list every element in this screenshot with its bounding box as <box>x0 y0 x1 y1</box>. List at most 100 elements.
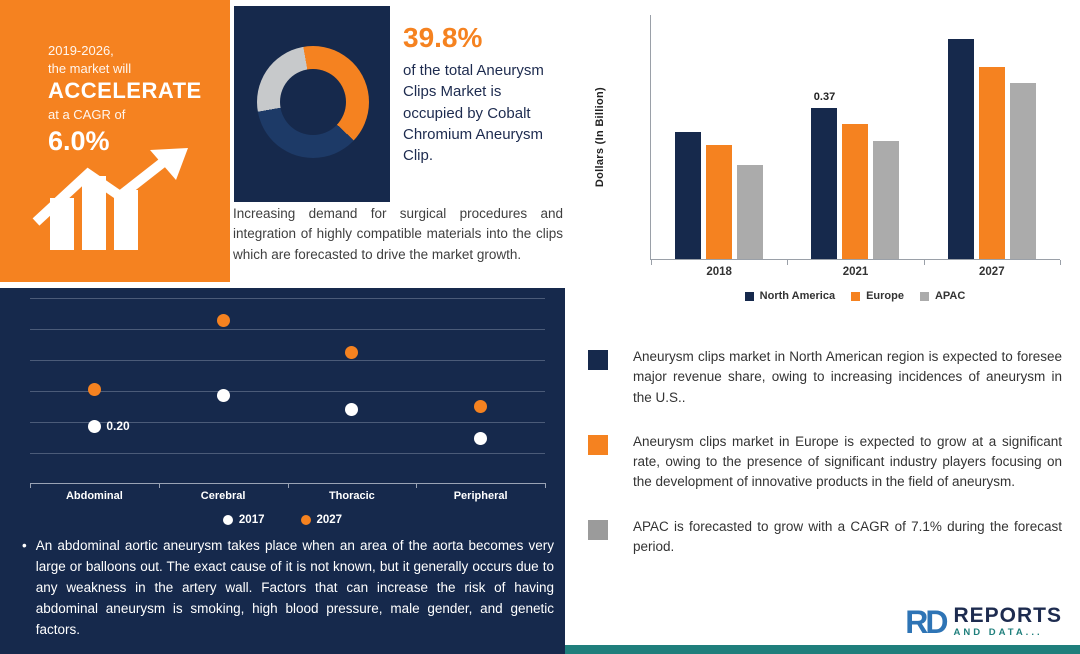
bar-legend: North America Europe APAC <box>650 290 1060 302</box>
reports-and-data-logo: RD REPORTS AND DATA... <box>905 603 1062 640</box>
bar-axis-tick <box>923 260 925 265</box>
scatter-gridline <box>30 391 545 392</box>
bar-europe <box>978 67 1005 259</box>
promo-accelerate: ACCELERATE <box>48 78 202 104</box>
scatter-plot: 0.20 <box>30 298 546 488</box>
bar-category-label: 2018 <box>706 266 732 278</box>
footer-strip <box>565 645 1080 654</box>
bar-apac <box>737 165 764 259</box>
insight-color-square <box>588 350 608 370</box>
legend-square-icon <box>851 291 861 301</box>
legend-label: Europe <box>866 290 904 302</box>
legend-dot-icon <box>300 515 311 525</box>
scatter-gridline <box>30 298 545 299</box>
scatter-category-label: Cerebral <box>200 490 246 502</box>
legend-label: North America <box>759 290 836 302</box>
scatter-category-label: Thoracic <box>328 490 375 502</box>
scatter-legend-item: 2027 <box>300 514 343 526</box>
bar-group-2027: 2027 <box>947 15 1036 278</box>
bar-value-label: 0.37 <box>813 90 836 103</box>
scatter-point-2017 <box>345 403 359 417</box>
bar-category-label: 2021 <box>842 266 869 278</box>
scatter-point-2017 <box>474 431 488 445</box>
scatter-gridline <box>30 360 545 361</box>
insight-text: Aneurysm clips market in Europe is expec… <box>633 433 1062 490</box>
insight-item: Aneurysm clips market in North American … <box>588 347 1062 408</box>
logo-mark: RD <box>905 603 948 640</box>
bar-europe <box>842 124 869 259</box>
bar-europe <box>706 144 733 259</box>
scatter-axis-tick <box>30 483 31 488</box>
scatter-categories: Abdominal Cerebral Thoracic Peripheral <box>30 490 545 502</box>
insight-item: APAC is forecasted to grow with a CAGR o… <box>588 517 1062 558</box>
legend-square-icon <box>919 291 929 301</box>
bullet-marker: • <box>22 538 27 553</box>
bar-legend-item: APAC <box>919 290 966 302</box>
promo-line4: at a CAGR of <box>48 107 126 123</box>
bar-apac <box>873 140 900 259</box>
logo-text: REPORTS AND DATA... <box>953 604 1062 638</box>
promo-panel: 2019-2026, the market will ACCELERATE at… <box>0 0 230 282</box>
bar-north-america <box>947 38 974 259</box>
scatter-axis-tick <box>416 483 418 488</box>
scatter-point-2017 <box>87 420 101 434</box>
scatter-category-label: Abdominal <box>65 490 123 502</box>
insights-list: Aneurysm clips market in North American … <box>588 347 1062 557</box>
bar-axis-tick <box>787 260 789 265</box>
aneurysm-note-text: An abdominal aortic aneurysm takes place… <box>35 538 554 637</box>
promo-cagr-value: 6.0% <box>48 125 110 156</box>
scatter-point-2027 <box>87 383 101 397</box>
bar-axis-tick <box>1060 260 1061 265</box>
bar-category-label: 2027 <box>979 266 1005 278</box>
promo-period: 2019-2026, <box>48 43 114 58</box>
bar-chart-ylabel: Dollars (In Billion) <box>594 15 606 260</box>
scatter-point-2027 <box>474 400 488 414</box>
legend-label: 2027 <box>316 514 343 526</box>
growth-arrow-icon <box>28 148 198 255</box>
promo-line2: the market will <box>48 60 132 76</box>
bar-group-2021: 0.37 2021 <box>811 15 900 278</box>
insight-text: APAC is forecasted to grow with a CAGR o… <box>633 518 1062 554</box>
aneurysm-note: • An abdominal aortic aneurysm takes pla… <box>22 536 554 641</box>
bar-north-america <box>675 132 702 259</box>
insight-color-square <box>588 434 608 455</box>
legend-dot-icon <box>222 515 233 525</box>
scatter-axis-tick <box>287 483 289 488</box>
scatter-axis-tick <box>158 483 160 488</box>
scatter-gridline <box>30 329 545 330</box>
legend-square-icon <box>744 291 754 301</box>
bar-legend-item: Europe <box>851 290 904 302</box>
donut-hole <box>280 69 346 135</box>
bar-north-america: 0.37 <box>811 91 838 259</box>
scatter-point-2027 <box>216 314 230 328</box>
scatter-gridline <box>30 453 545 454</box>
legend-label: 2017 <box>238 514 265 526</box>
donut-chart <box>257 46 369 158</box>
donut-caption: of the total Aneurysm Clips Market is oc… <box>403 62 544 165</box>
bar-legend-item: North America <box>744 290 836 302</box>
donut-panel <box>234 6 390 202</box>
bar-chart-ylabel-text: Dollars (In Billion) <box>594 87 606 188</box>
insight-color-square <box>588 519 608 540</box>
logo-subtitle: AND DATA... <box>953 626 1043 638</box>
logo-name: REPORTS <box>953 604 1062 628</box>
bar-apac <box>1009 83 1036 259</box>
bar-axis-tick <box>651 260 652 265</box>
scatter-panel: 0.20 Abdominal Cerebral Thoracic Peripheral… <box>0 288 565 654</box>
legend-label: APAC <box>934 290 966 302</box>
scatter-gridline <box>30 422 545 423</box>
scatter-category-label: Peripheral <box>453 490 508 502</box>
market-growth-paragraph: Increasing demand for surgical procedure… <box>233 206 563 262</box>
bar-group-2018: 2018 <box>675 15 764 278</box>
scatter-legend: 2017 2027 <box>0 514 565 526</box>
bar-chart: 2018 0.37 2021 2027 <box>650 15 1061 278</box>
scatter-value-label: 0.20 <box>106 418 130 433</box>
insight-text: Aneurysm clips market in North American … <box>633 349 1062 405</box>
scatter-legend-item: 2017 <box>222 514 265 526</box>
donut-percent: 39.8% <box>403 22 483 53</box>
insight-item: Aneurysm clips market in Europe is expec… <box>588 432 1062 493</box>
scatter-axis-tick <box>545 483 546 488</box>
scatter-point-2017 <box>216 388 230 402</box>
scatter-point-2027 <box>345 345 359 359</box>
